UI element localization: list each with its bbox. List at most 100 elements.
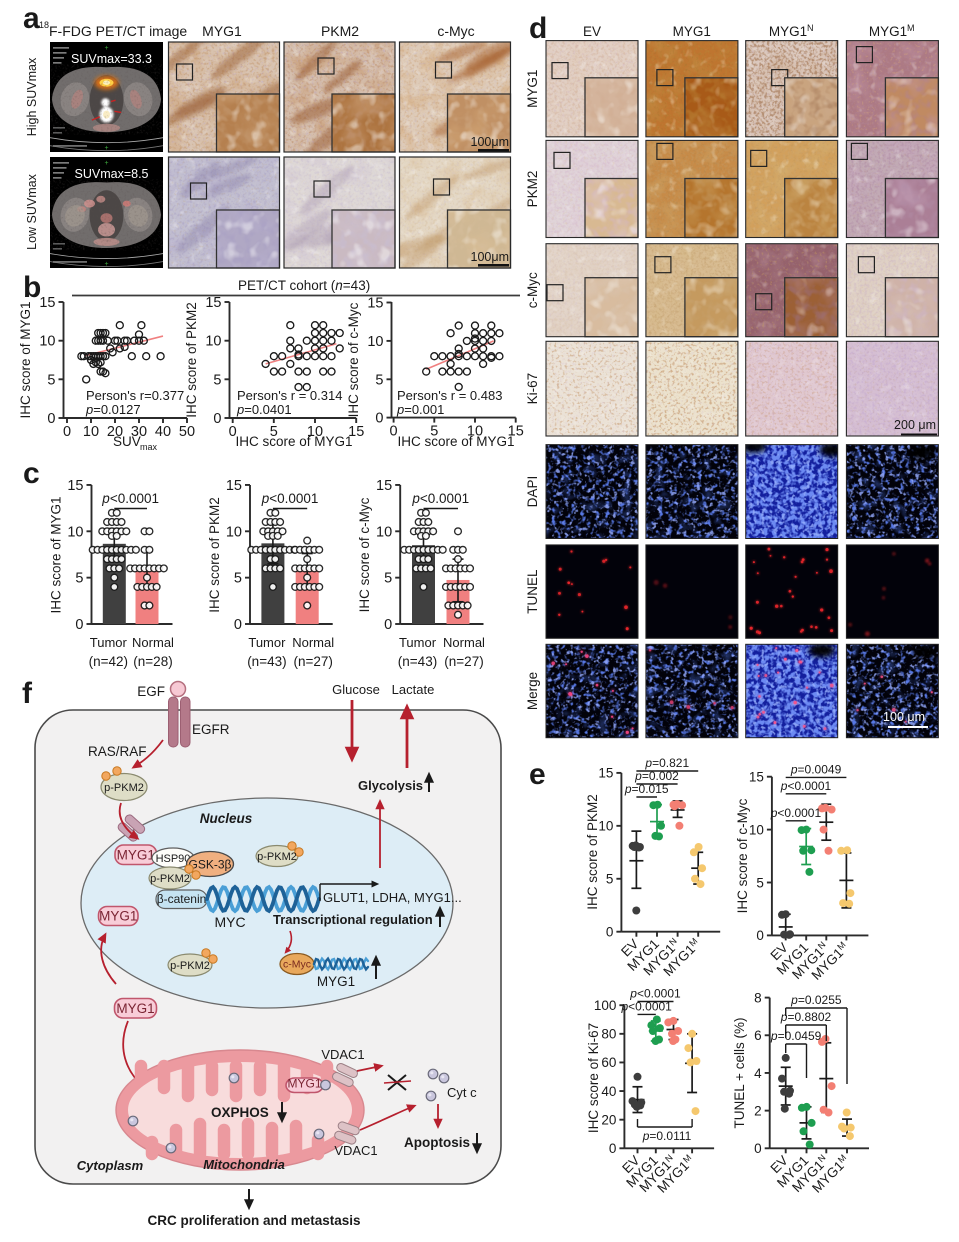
svg-text:SUVmax=33.3: SUVmax=33.3 [71, 52, 152, 66]
svg-text:p=0.821: p=0.821 [644, 756, 689, 770]
svg-text:10: 10 [39, 334, 55, 350]
svg-text:SUV: SUV [113, 434, 141, 449]
svg-text:100μm: 100μm [471, 135, 509, 149]
svg-text:15: 15 [598, 766, 613, 781]
svg-text:HSP90: HSP90 [156, 853, 191, 865]
svg-text:0: 0 [606, 925, 614, 940]
svg-text:6: 6 [754, 1028, 762, 1043]
svg-text:5: 5 [756, 875, 764, 890]
svg-text:F-FDG PET/CT image: F-FDG PET/CT image [49, 23, 187, 39]
svg-text:Lactate: Lactate [392, 682, 435, 697]
svg-text:Mitochondria: Mitochondria [203, 1157, 285, 1172]
svg-text:PKM2: PKM2 [321, 23, 359, 39]
svg-text:60: 60 [601, 1055, 616, 1070]
svg-text:0: 0 [63, 424, 71, 440]
svg-text:(n=43): (n=43) [247, 654, 286, 669]
svg-text:0: 0 [384, 617, 392, 633]
svg-text:10: 10 [205, 334, 221, 350]
svg-text:10: 10 [226, 524, 242, 540]
svg-text:Tumor: Tumor [399, 635, 437, 650]
svg-text:80: 80 [601, 1027, 616, 1042]
svg-text:18: 18 [39, 20, 49, 30]
svg-text:c-Myc: c-Myc [283, 959, 311, 971]
svg-text:PET/CT cohort (n=43): PET/CT cohort (n=43) [238, 278, 370, 293]
svg-text:15: 15 [508, 424, 524, 440]
svg-text:+: + [104, 160, 108, 167]
svg-text:p<0.0001: p<0.0001 [261, 491, 319, 506]
svg-text:TUNEL + cells (%): TUNEL + cells (%) [732, 1018, 747, 1129]
svg-text:c: c [23, 457, 40, 490]
svg-text:50: 50 [179, 424, 195, 440]
svg-text:IHC score of MYG1: IHC score of MYG1 [397, 434, 514, 449]
svg-text:EGFR: EGFR [192, 722, 230, 737]
svg-text:CRC proliferation and metastas: CRC proliferation and metastasis [147, 1213, 360, 1228]
svg-text:10: 10 [376, 524, 392, 540]
svg-text:15: 15 [226, 478, 242, 494]
svg-text:EGF: EGF [137, 684, 165, 699]
svg-text:Normal: Normal [292, 635, 334, 650]
svg-text:0: 0 [756, 928, 764, 943]
svg-text:Cytoplasm: Cytoplasm [77, 1158, 144, 1173]
svg-text:MYC: MYC [214, 914, 245, 930]
svg-text:p=0.0401: p=0.0401 [236, 402, 292, 417]
svg-text:p<0.0001: p<0.0001 [620, 999, 672, 1013]
svg-text:DAPI: DAPI [525, 476, 540, 508]
svg-text:+: + [104, 261, 108, 268]
svg-text:p=0.0127: p=0.0127 [85, 402, 141, 417]
svg-text:b: b [23, 271, 41, 304]
svg-text:a: a [23, 2, 40, 35]
svg-text:p=0.001: p=0.001 [396, 402, 444, 417]
svg-text:(n=43): (n=43) [398, 654, 437, 669]
svg-text:10: 10 [307, 424, 323, 440]
svg-text:20: 20 [107, 424, 123, 440]
svg-text:5: 5 [375, 372, 383, 388]
svg-text:Ki-67: Ki-67 [525, 373, 540, 405]
svg-text:p<0.0001: p<0.0001 [780, 779, 832, 793]
svg-text:15: 15 [39, 295, 55, 311]
svg-text:Tumor: Tumor [90, 635, 128, 650]
svg-text:0: 0 [375, 411, 383, 427]
svg-text:Normal: Normal [443, 635, 485, 650]
svg-text:15: 15 [376, 478, 392, 494]
svg-text:Merge: Merge [525, 672, 540, 710]
svg-text:0: 0 [213, 411, 221, 427]
svg-text:p-PKM2: p-PKM2 [170, 960, 210, 972]
svg-text:15: 15 [67, 478, 83, 494]
svg-text:MYG1: MYG1 [202, 23, 242, 39]
svg-text:e: e [529, 758, 546, 791]
svg-text:p<0.0001: p<0.0001 [101, 491, 159, 506]
svg-text:PKM2: PKM2 [525, 171, 540, 208]
svg-text:IHC score of c-Myc: IHC score of c-Myc [346, 302, 361, 417]
svg-text:100: 100 [594, 998, 617, 1013]
svg-text:0: 0 [75, 617, 83, 633]
svg-text:p=0.0459: p=0.0459 [770, 1029, 822, 1043]
svg-text:15: 15 [205, 295, 221, 311]
svg-text:Person's r=0.377: Person's r=0.377 [86, 388, 184, 403]
svg-text:200 μm: 200 μm [894, 418, 936, 432]
svg-text:IHC score of PKM2: IHC score of PKM2 [585, 794, 600, 910]
svg-text:M: M [907, 23, 915, 33]
svg-text:MYG1: MYG1 [116, 1001, 154, 1016]
svg-text:c-Myc: c-Myc [525, 272, 540, 308]
svg-text:p-PKM2: p-PKM2 [257, 851, 297, 863]
svg-text:IHC score of Ki-67: IHC score of Ki-67 [586, 1023, 601, 1133]
svg-text:p=0.0255: p=0.0255 [790, 993, 842, 1007]
svg-text:100 μm: 100 μm [883, 710, 925, 724]
svg-text:MYG1: MYG1 [99, 909, 137, 924]
svg-text:p-PKM2: p-PKM2 [104, 782, 144, 794]
svg-text:p=0.0049: p=0.0049 [790, 762, 842, 776]
svg-text:Person's r = 0.483: Person's r = 0.483 [397, 388, 502, 403]
svg-text:p=0.002: p=0.002 [634, 769, 679, 783]
svg-text:10: 10 [67, 524, 83, 540]
svg-text:SUVmax=8.5: SUVmax=8.5 [75, 167, 149, 181]
svg-text:p=0.015: p=0.015 [624, 782, 669, 796]
svg-text:15: 15 [348, 424, 364, 440]
svg-text:4: 4 [754, 1066, 762, 1081]
svg-text:MYG1: MYG1 [673, 24, 711, 39]
svg-text:2: 2 [754, 1103, 762, 1118]
svg-text:Tumor: Tumor [248, 635, 286, 650]
svg-text:15: 15 [367, 296, 383, 312]
svg-text:10: 10 [367, 334, 383, 350]
svg-text:p-PKM2: p-PKM2 [150, 873, 190, 885]
svg-text:Normal: Normal [132, 635, 174, 650]
